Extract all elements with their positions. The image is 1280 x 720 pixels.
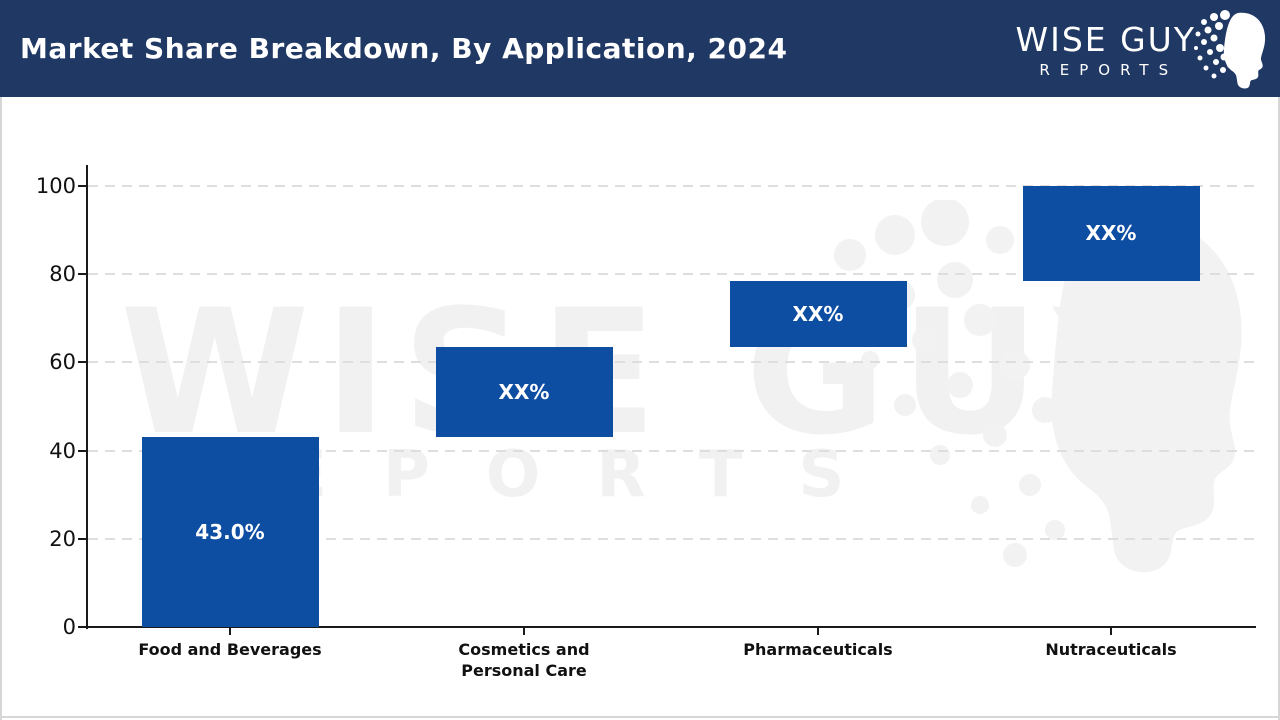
x-tickmark-1 [523,628,525,635]
y-tickmark-60 [78,361,87,364]
wise-guy-logo: WISE GUY REPORTS [1015,10,1268,90]
logo-head-icon [1194,10,1266,89]
header-band: Market Share Breakdown, By Application, … [0,0,1280,97]
page-title: Market Share Breakdown, By Application, … [20,32,788,65]
y-axis-line [86,165,88,629]
bar-1: XX% [435,346,613,438]
gridline-40 [88,449,1256,452]
gridline-20 [88,537,1256,540]
x-tick-label-3: Nutraceuticals [1045,640,1177,659]
gridline-100 [88,185,1256,187]
bar-0: 43.0% [141,437,319,627]
bar-2: XX% [729,280,907,347]
x-tick-label-0: Food and Beverages [138,640,322,659]
x-tickmark-3 [1110,628,1112,635]
y-tickmark-100 [78,185,87,187]
x-tickmark-2 [817,628,819,635]
y-tick-label-20: 20 [49,526,76,551]
y-tick-label-40: 40 [49,438,76,463]
y-tick-label-80: 80 [49,262,76,287]
x-tick-label-2: Pharmaceuticals [743,640,893,659]
watermark-head-icon [834,200,1242,573]
y-tickmark-20 [78,537,87,540]
logo-subtitle: REPORTS [1039,60,1179,79]
logo-text: WISE GUY REPORTS [1015,19,1196,79]
bar-3: XX% [1022,186,1200,281]
gridline-80 [88,273,1256,276]
gridline-60 [88,361,1256,364]
left-edge-line [0,97,2,720]
y-tick-label-100: 100 [35,174,76,198]
x-tick-label-1: Cosmetics and Personal Care [458,640,590,680]
y-tickmark-40 [78,449,87,452]
y-tick-label-60: 60 [49,350,76,375]
x-tickmark-0 [229,628,231,635]
x-axis-line [86,626,1256,628]
bar-value-label-2: XX% [792,301,844,326]
logo-name: WISE GUY [1015,19,1196,59]
y-tick-label-0: 0 [62,615,76,639]
y-tickmark-0 [78,626,87,628]
bar-value-label-3: XX% [1085,221,1137,246]
bottom-edge-line [0,716,1280,718]
y-tickmark-80 [78,273,87,276]
bar-value-label-1: XX% [498,380,550,405]
bar-value-label-0: 43.0% [195,520,265,545]
right-edge-line [1278,97,1280,720]
